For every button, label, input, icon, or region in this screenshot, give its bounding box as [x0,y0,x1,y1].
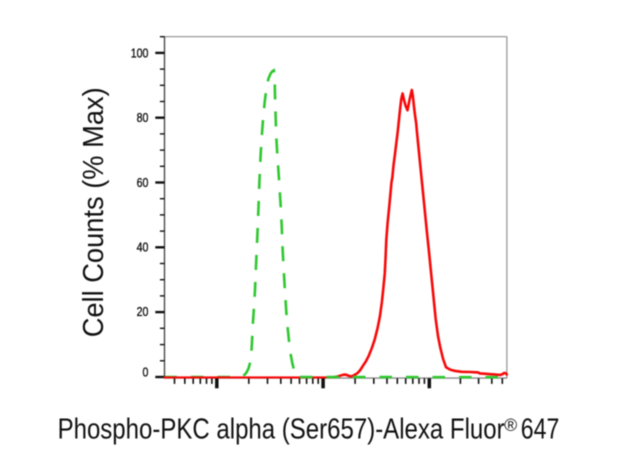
svg-text:®: ® [504,415,517,435]
svg-text:Phospho-PKC alpha (Ser657)-Ale: Phospho-PKC alpha (Ser657)-Alexa Fluor [58,414,505,446]
svg-text:Cell Counts (% Max): Cell Counts (% Max) [78,87,110,337]
svg-text:20: 20 [137,304,149,319]
svg-text:80: 80 [137,110,149,125]
svg-text:0: 0 [143,365,149,380]
svg-text:60: 60 [137,175,149,190]
svg-text:100: 100 [131,45,149,60]
svg-text:40: 40 [137,240,149,255]
svg-text:647: 647 [521,414,560,446]
